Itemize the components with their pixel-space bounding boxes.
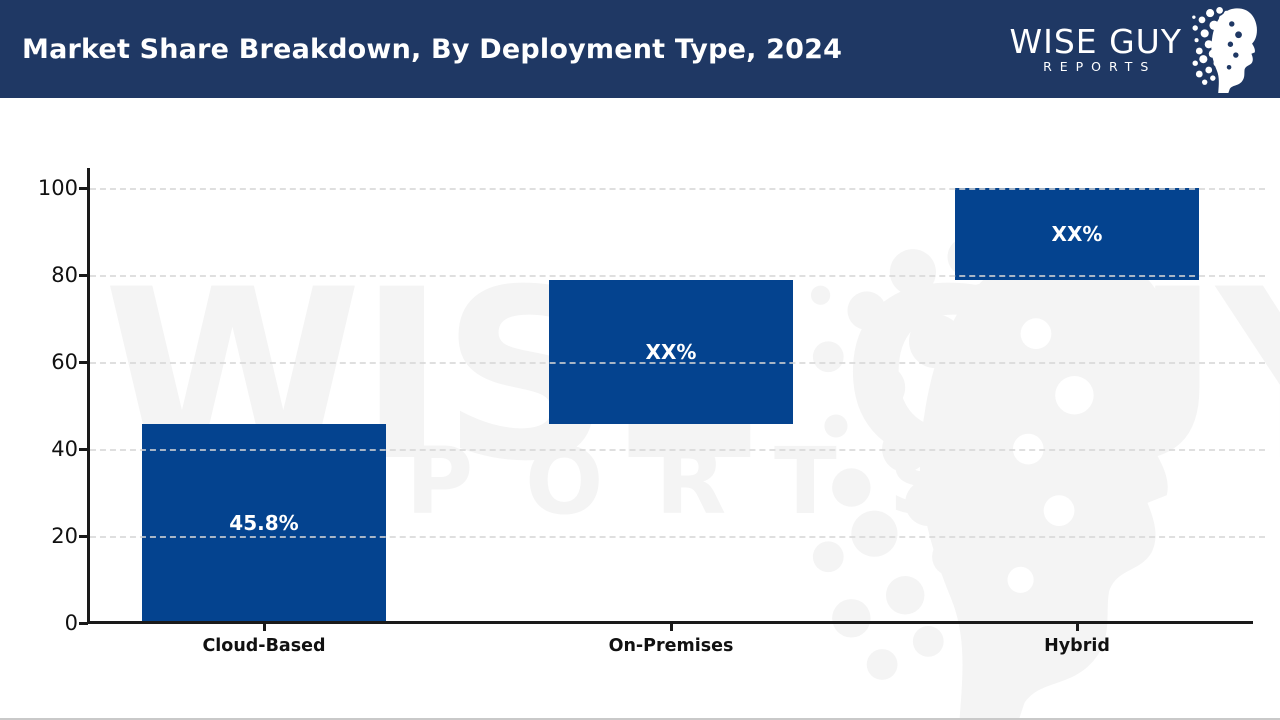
x-tick-label-Cloud-Based: Cloud-Based: [202, 636, 326, 656]
x-axis-line: [87, 621, 1253, 624]
bar-Cloud-Based: [142, 423, 386, 623]
logo-line2: REPORTS: [1043, 58, 1157, 74]
bar-Hybrid: [955, 188, 1199, 280]
y-tick-label-100: 100: [37, 176, 78, 200]
chart-title: Market Share Breakdown, By Deployment Ty…: [22, 33, 843, 65]
gridline-y40: [90, 449, 1265, 451]
x-tick-Hybrid: [1076, 624, 1079, 631]
x-tick-On-Premises: [670, 624, 673, 631]
x-tick-label-On-Premises: On-Premises: [608, 636, 734, 656]
y-tick-60: [79, 361, 88, 364]
gridline-y100: [90, 188, 1265, 190]
gridline-y80: [90, 275, 1265, 277]
y-tick-80: [79, 274, 88, 277]
header-bar: Market Share Breakdown, By Deployment Ty…: [0, 0, 1280, 98]
logo-line1: WISE GUY: [1009, 21, 1182, 61]
watermark-head-icon: [810, 237, 1180, 718]
gridline-y60: [90, 362, 1265, 364]
y-tick-100: [79, 187, 88, 190]
y-tick-40: [79, 448, 88, 451]
y-tick-label-40: 40: [51, 437, 78, 461]
y-tick-label-80: 80: [51, 263, 78, 287]
wise-guy-reports-logo: WISE GUY REPORTS: [1009, 0, 1266, 98]
y-axis-line: [87, 168, 90, 624]
y-tick-0: [79, 622, 88, 625]
bar-value-label: XX%: [1051, 221, 1103, 246]
logo-text: WISE GUY REPORTS: [1009, 25, 1182, 74]
plot-area: WISE GUY REPORTS 02040608010045.8%Cloud-…: [0, 98, 1280, 718]
dotted-head-icon: [1192, 7, 1257, 93]
y-tick-label-60: 60: [51, 350, 78, 374]
bar-value-label: XX%: [645, 339, 697, 364]
y-tick-label-0: 0: [64, 611, 78, 635]
bar-value-label: 45.8%: [229, 511, 299, 536]
y-tick-label-20: 20: [51, 524, 78, 548]
y-tick-20: [79, 535, 88, 538]
bar-On-Premises: [549, 279, 793, 424]
x-tick-Cloud-Based: [263, 624, 266, 631]
x-tick-label-Hybrid: Hybrid: [1044, 636, 1110, 656]
gridline-y20: [90, 536, 1265, 538]
